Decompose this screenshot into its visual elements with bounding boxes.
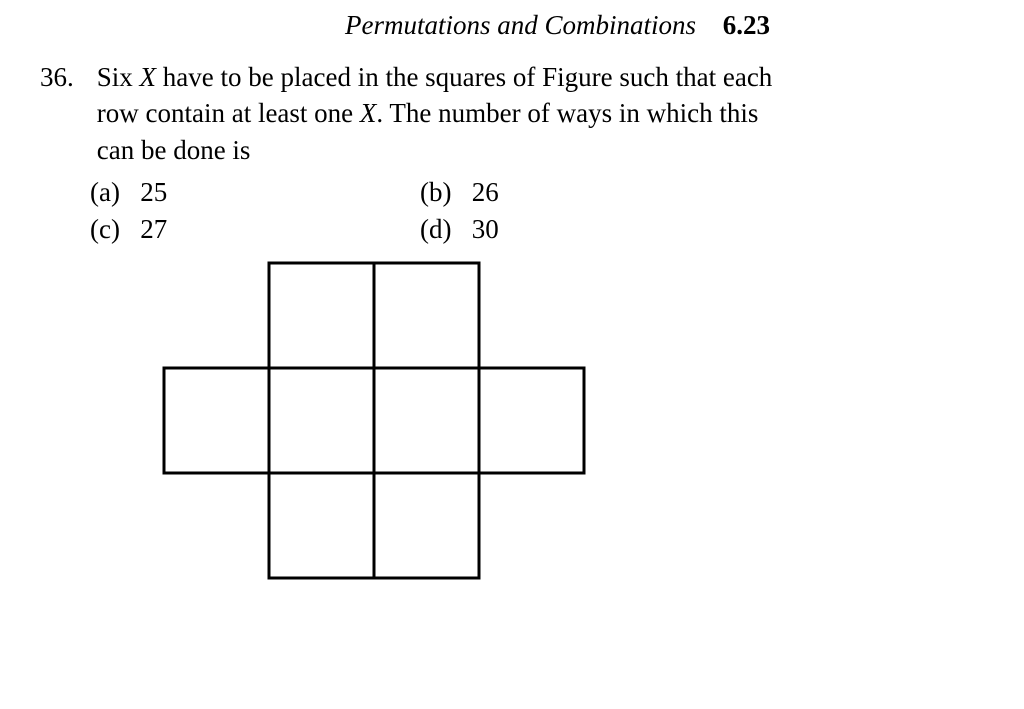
- option-value: 27: [140, 214, 167, 244]
- option-label: (d): [420, 214, 451, 244]
- option-label: (a): [90, 177, 120, 207]
- grid-cell: [479, 368, 584, 473]
- grid-cell: [374, 263, 479, 368]
- options-row: (a) 25 (b) 26: [90, 174, 1024, 210]
- grid-cell: [269, 473, 374, 578]
- question-variable: X: [140, 62, 157, 92]
- options-block: (a) 25 (b) 26 (c) 27 (d) 30: [90, 174, 1024, 247]
- grid-cell: [269, 368, 374, 473]
- grid-cell: [269, 263, 374, 368]
- option-label: (c): [90, 214, 120, 244]
- question-variable: X: [360, 98, 377, 128]
- option-value: 25: [140, 177, 167, 207]
- grid-cell: [164, 368, 269, 473]
- option-d: (d) 30: [420, 211, 750, 247]
- option-a: (a) 25: [90, 174, 420, 210]
- question-text-part: Six: [97, 62, 140, 92]
- question-number: 36.: [40, 59, 90, 95]
- option-label: (b): [420, 177, 451, 207]
- cross-grid-figure: [160, 259, 588, 582]
- option-value: 30: [472, 214, 499, 244]
- option-c: (c) 27: [90, 211, 420, 247]
- section-number: 6.23: [723, 10, 770, 40]
- grid-cell: [374, 473, 479, 578]
- figure-container: [160, 259, 1024, 587]
- question-block: 36. Six X have to be placed in the squar…: [40, 59, 780, 168]
- page-header: Permutations and Combinations 6.23: [40, 10, 770, 41]
- chapter-title: Permutations and Combinations: [345, 10, 696, 40]
- option-b: (b) 26: [420, 174, 750, 210]
- option-value: 26: [472, 177, 499, 207]
- options-row: (c) 27 (d) 30: [90, 211, 1024, 247]
- page: Permutations and Combinations 6.23 36. S…: [0, 0, 1024, 709]
- grid-cell: [374, 368, 479, 473]
- question-text: Six X have to be placed in the squares o…: [97, 59, 777, 168]
